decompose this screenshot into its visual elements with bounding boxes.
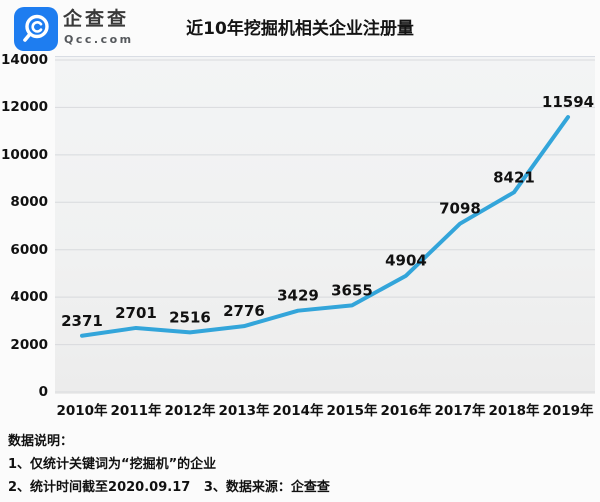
- data-label: 2516: [169, 308, 211, 326]
- footnotes: 数据说明： 1、仅统计关键词为“挖掘机”的企业 2、统计时间截至2020.09.…: [8, 430, 588, 499]
- brand-name: 企查查: [63, 8, 130, 30]
- footnote-2: 2、统计时间截至2020.09.17 3、数据来源：企查查: [8, 480, 330, 495]
- x-tick-label: 2016年: [380, 403, 432, 419]
- data-label: 4904: [385, 252, 427, 270]
- data-label: 8421: [493, 168, 535, 186]
- x-tick-label: 2018年: [488, 403, 540, 419]
- y-tick-label: 8000: [10, 194, 48, 211]
- data-label: 2776: [223, 302, 265, 320]
- line-series-svg: 2371 2701 2516 2776 3429 3655 4904 7098 8421 1159…: [55, 59, 595, 393]
- footnote-1: 1、仅统计关键词为“挖掘机”的企业: [8, 457, 217, 472]
- data-label: 2371: [61, 312, 103, 330]
- y-tick-label: 0: [38, 384, 48, 400]
- series-line: [80, 115, 570, 338]
- y-tick-label: 2000: [10, 336, 48, 353]
- plot-area: 2371 2701 2516 2776 3429 3655 4904 7098 8421 1159…: [55, 56, 595, 394]
- y-tick-label: 14000: [1, 52, 48, 68]
- x-tick-label: 2013年: [218, 403, 270, 419]
- data-label: 3655: [331, 281, 373, 299]
- x-tick-label: 2010年: [56, 403, 108, 419]
- magnifier-logo-icon: [23, 14, 49, 42]
- footnote-heading: 数据说明：: [8, 434, 74, 449]
- x-axis-tick-labels: 2010年 2011年 2012年 2013年 2014年 2015年 2016年 2017年…: [55, 399, 595, 419]
- brand-domain: Qcc.com: [64, 33, 134, 46]
- x-tick-label: 2015年: [326, 403, 378, 419]
- data-label: 2701: [115, 304, 157, 322]
- x-tick-label: 2017年: [434, 403, 486, 419]
- chart-title: 近10年挖掘机相关企业注册量: [186, 19, 414, 39]
- data-label: 7098: [439, 200, 481, 218]
- data-label: 11594: [542, 93, 594, 111]
- y-tick-label: 10000: [1, 146, 48, 163]
- x-tick-label: 2019年: [542, 403, 594, 419]
- x-tick-label: 2012年: [164, 403, 216, 419]
- qcc-logo: [14, 7, 58, 51]
- y-axis-tick-labels: 0 2000 4000 6000 8000 10000 12000 14000: [0, 52, 48, 400]
- y-tick-label: 6000: [10, 241, 48, 258]
- y-tick-label: 4000: [10, 289, 48, 306]
- y-tick-label: 12000: [1, 99, 48, 116]
- data-label: 3429: [277, 287, 319, 305]
- x-tick-label: 2014年: [272, 403, 324, 419]
- x-tick-label: 2011年: [110, 403, 162, 419]
